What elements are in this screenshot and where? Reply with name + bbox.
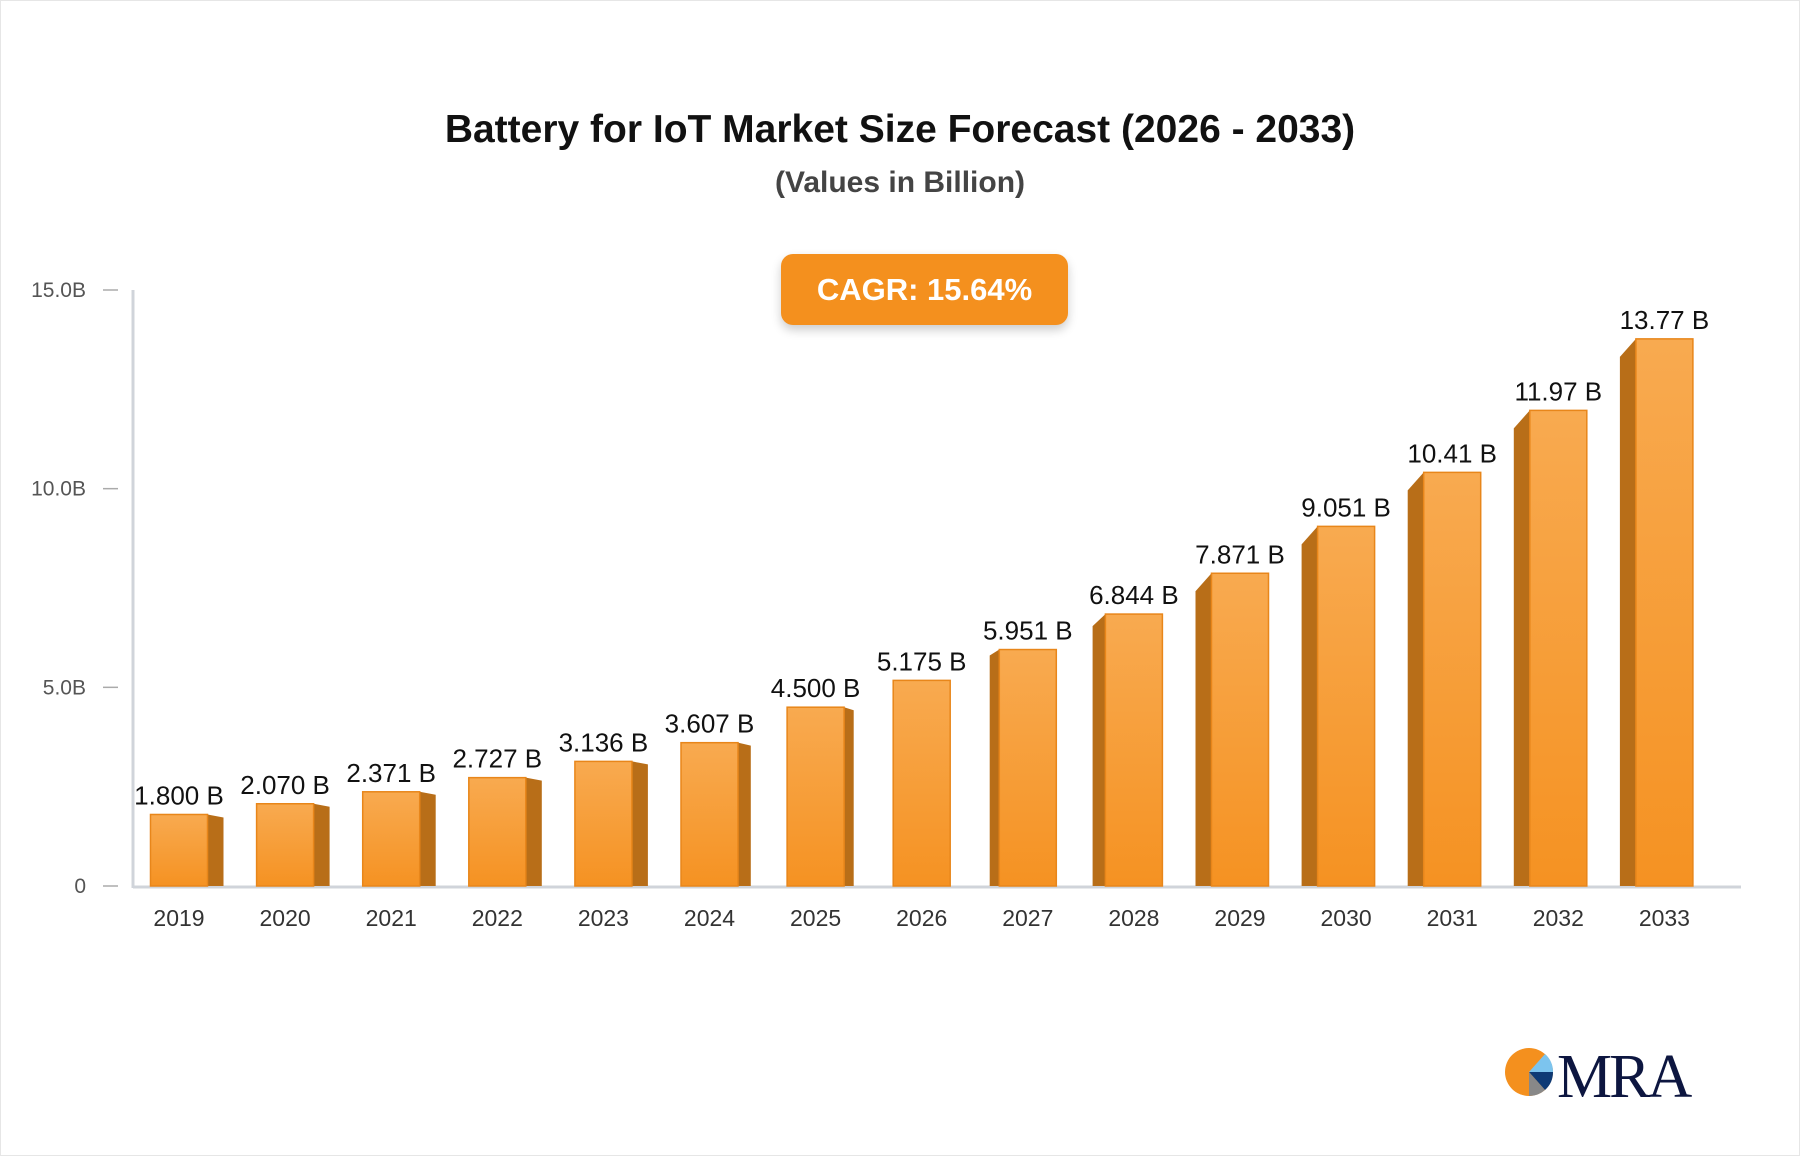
bar-side bbox=[1195, 573, 1212, 886]
bar-side bbox=[738, 742, 751, 886]
mra-logo: MRA bbox=[1505, 1043, 1695, 1105]
bar bbox=[998, 648, 1058, 887]
data-label: 3.136 B bbox=[559, 727, 649, 757]
bar bbox=[255, 803, 315, 887]
x-tick-label: 2026 bbox=[896, 905, 947, 931]
bar-side bbox=[1301, 526, 1318, 886]
bar-side bbox=[844, 707, 854, 886]
x-tick-label: 2024 bbox=[684, 905, 735, 931]
bar bbox=[361, 791, 421, 887]
bar bbox=[786, 706, 845, 887]
bar-side bbox=[419, 791, 436, 886]
bar bbox=[1422, 471, 1482, 887]
bar bbox=[149, 813, 209, 887]
data-label: 10.41 B bbox=[1407, 438, 1497, 468]
y-tick-label: 0 bbox=[74, 875, 86, 898]
cagr-badge: CAGR: 15.64% bbox=[781, 254, 1068, 325]
data-label: 13.77 B bbox=[1620, 305, 1710, 335]
data-label: 6.844 B bbox=[1089, 580, 1179, 610]
x-tick-label: 2033 bbox=[1639, 905, 1690, 931]
x-tick-label: 2023 bbox=[578, 905, 629, 931]
x-tick-label: 2020 bbox=[260, 905, 311, 931]
bar-side bbox=[1513, 410, 1530, 886]
bar-side bbox=[313, 803, 330, 886]
bar-side bbox=[525, 777, 542, 886]
bar bbox=[1316, 525, 1376, 887]
x-tick-label: 2029 bbox=[1214, 905, 1265, 931]
bar bbox=[1104, 613, 1164, 887]
x-tick-label: 2021 bbox=[366, 905, 417, 931]
bar bbox=[1529, 409, 1588, 887]
data-label: 7.871 B bbox=[1195, 539, 1285, 569]
x-tick-label: 2022 bbox=[472, 905, 523, 931]
bar bbox=[1210, 572, 1270, 887]
bar bbox=[892, 679, 951, 887]
y-tick-label: 5.0B bbox=[43, 676, 86, 699]
data-label: 9.051 B bbox=[1301, 492, 1391, 522]
data-label: 5.175 B bbox=[877, 646, 967, 676]
bar-side bbox=[1092, 614, 1106, 886]
data-label: 2.727 B bbox=[452, 744, 542, 774]
bar-side bbox=[989, 649, 1000, 886]
data-label: 1.800 B bbox=[134, 780, 224, 810]
x-tick-label: 2030 bbox=[1321, 905, 1372, 931]
y-tick-label: 10.0B bbox=[31, 478, 86, 501]
bar-side bbox=[1619, 338, 1636, 886]
data-label: 3.607 B bbox=[665, 709, 755, 739]
chart-title: Battery for IoT Market Size Forecast (20… bbox=[444, 108, 1356, 151]
data-label: 11.97 B bbox=[1514, 376, 1602, 406]
x-tick-label: 2019 bbox=[153, 905, 204, 931]
chart-subtitle: (Values in Billion) bbox=[774, 166, 1026, 199]
svg-text:MRA: MRA bbox=[1557, 1043, 1692, 1105]
bar-side bbox=[631, 761, 648, 886]
data-label: 4.500 B bbox=[771, 673, 861, 703]
x-tick-label: 2032 bbox=[1533, 905, 1584, 931]
x-tick-label: 2028 bbox=[1108, 905, 1159, 931]
x-tick-label: 2025 bbox=[790, 905, 841, 931]
x-tick-label: 2031 bbox=[1427, 905, 1478, 931]
bar bbox=[1635, 338, 1694, 887]
x-tick-label: 2027 bbox=[1002, 905, 1053, 931]
bar bbox=[574, 760, 633, 887]
data-label: 5.951 B bbox=[983, 616, 1073, 646]
bar bbox=[680, 741, 739, 887]
bar-side bbox=[207, 814, 224, 886]
bar-side bbox=[1407, 472, 1424, 886]
y-tick-label: 15.0B bbox=[31, 279, 86, 302]
data-label: 2.070 B bbox=[240, 770, 330, 800]
data-label: 2.371 B bbox=[346, 758, 436, 788]
bar bbox=[468, 776, 527, 887]
